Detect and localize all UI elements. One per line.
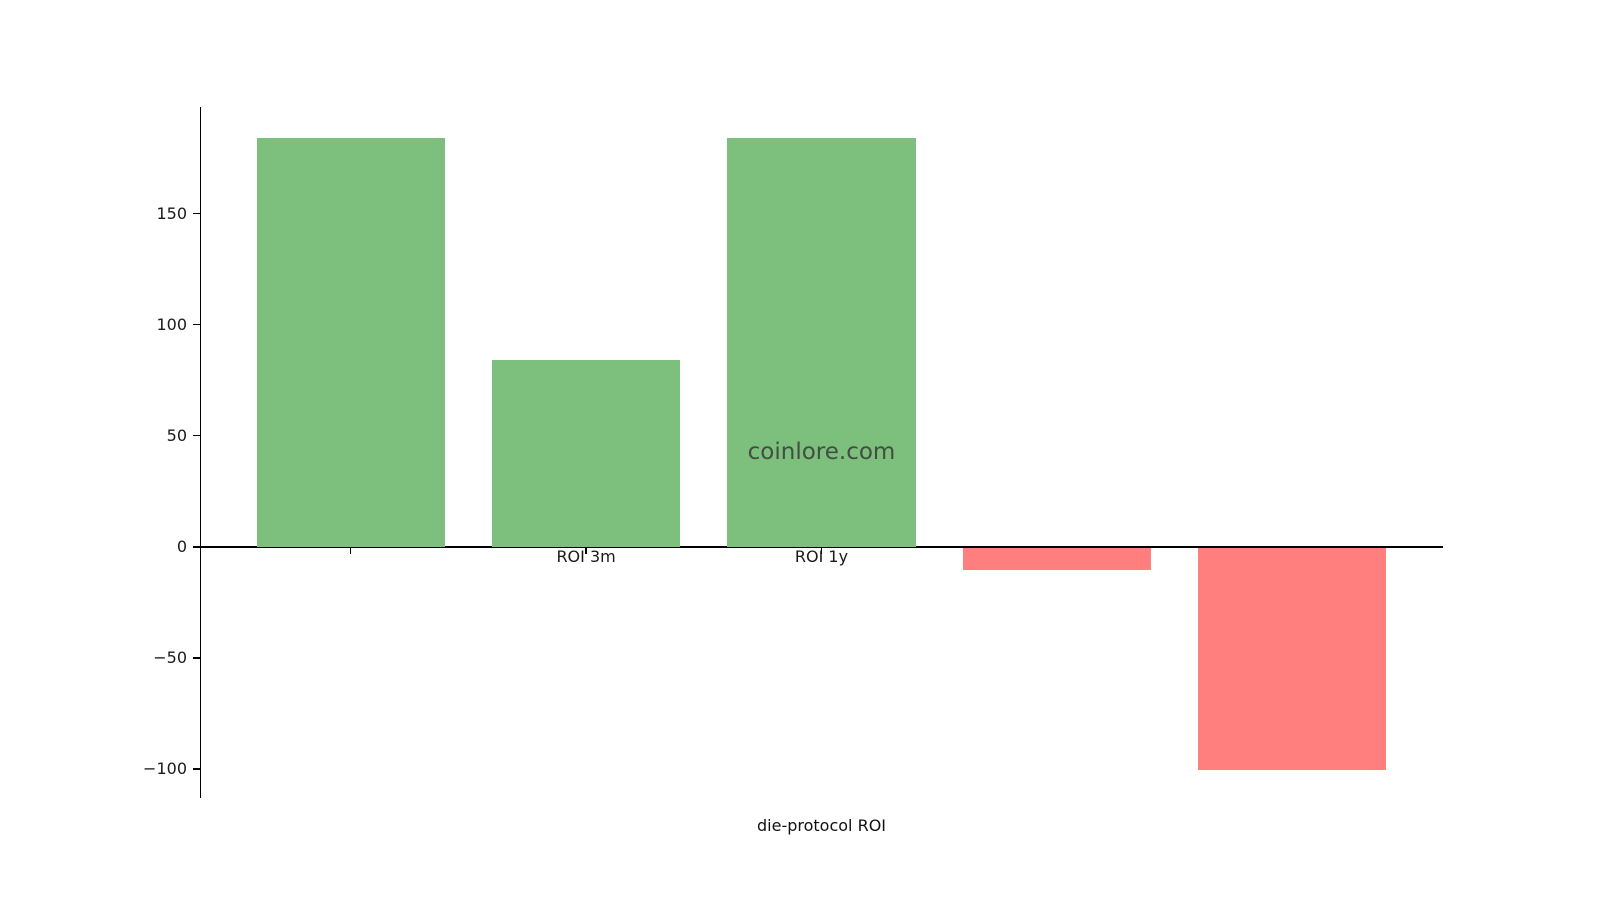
- x-tick-mark: [820, 546, 823, 554]
- bar-unlabeled-0: [256, 138, 445, 547]
- y-tick-label: −100: [143, 759, 187, 779]
- bar-unlabeled-3: [962, 547, 1152, 570]
- bar-roi-1y: [727, 138, 916, 547]
- x-tick-label: ROI 3m: [556, 546, 616, 566]
- y-tick-mark: [193, 546, 200, 548]
- y-tick-mark: [193, 768, 200, 770]
- y-tick-mark: [193, 212, 200, 215]
- bar-unlabeled-4: [1198, 547, 1387, 770]
- y-tick-label: 100: [156, 314, 187, 334]
- y-tick-mark: [193, 657, 200, 659]
- bar-roi-3m: [491, 360, 681, 547]
- y-axis-spine: [200, 107, 202, 798]
- x-tick-label: ROI 1y: [794, 546, 849, 566]
- x-axis-zero-line: [200, 546, 1443, 548]
- y-tick-label: −50: [153, 648, 187, 668]
- watermark-text: coinlore.com: [747, 438, 896, 465]
- y-tick-mark: [193, 324, 200, 326]
- chart-x-axis-title: die-protocol ROI: [757, 816, 886, 835]
- y-tick-mark: [193, 435, 200, 437]
- x-tick-mark: [585, 546, 587, 554]
- x-tick-mark: [350, 546, 352, 554]
- y-tick-label: 50: [166, 425, 187, 445]
- y-tick-label: 0: [176, 536, 187, 556]
- y-tick-label: 150: [156, 203, 187, 223]
